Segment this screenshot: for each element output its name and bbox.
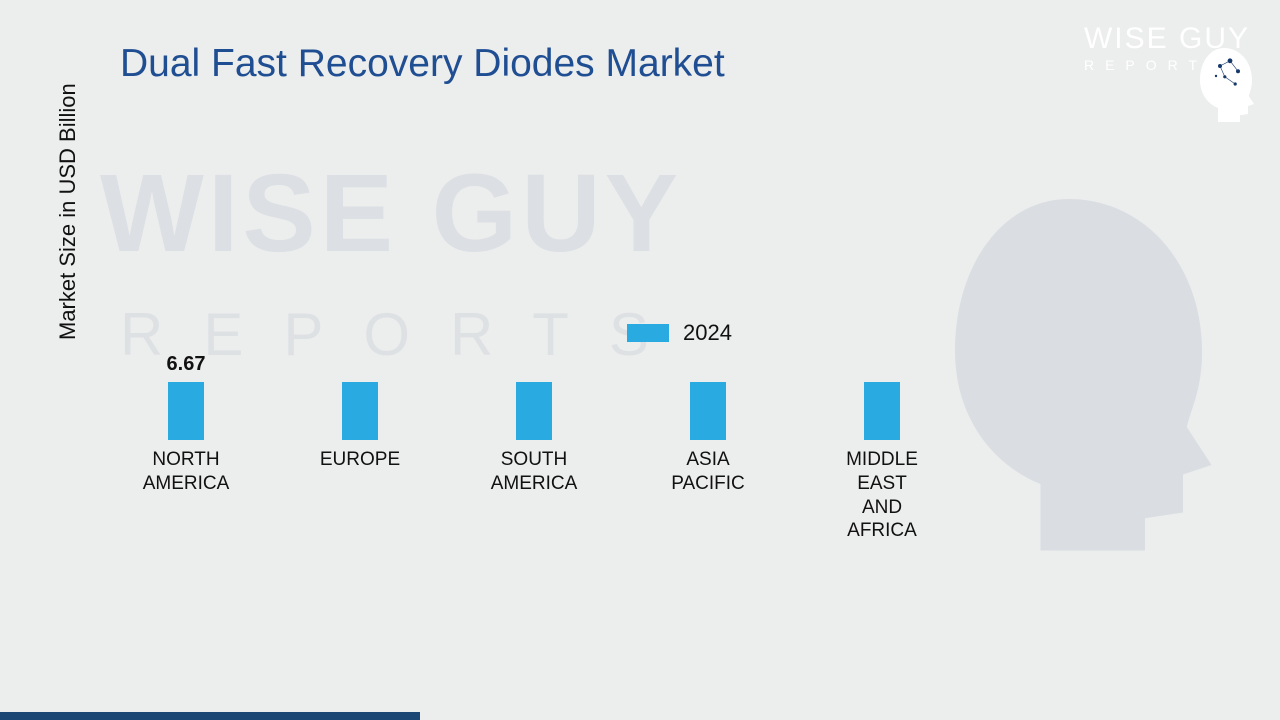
bar-rect — [168, 382, 204, 440]
bar-value: 6.67 — [167, 353, 206, 376]
bar-category-label: ASIAPACIFIC — [638, 448, 778, 496]
bar-rect — [690, 382, 726, 440]
bar-rect — [342, 382, 378, 440]
chart-canvas: WISE GUY REPORTS WISE GUY REPORTS Dual F… — [0, 0, 1280, 720]
bar: 6.67NORTHAMERICA — [168, 382, 204, 440]
y-axis-label: Market Size in USD Billion — [55, 83, 81, 340]
bar: ASIAPACIFIC — [690, 382, 726, 440]
bar-category-label: EUROPE — [290, 448, 430, 472]
bar-category-label: NORTHAMERICA — [116, 448, 256, 496]
chart-title: Dual Fast Recovery Diodes Market — [120, 42, 725, 86]
logo-head-icon — [1180, 44, 1260, 124]
brand-logo: WISE GUY REPORTS — [1084, 24, 1250, 72]
bar: EUROPE — [342, 382, 378, 440]
bar-category-label: MIDDLEEASTANDAFRICA — [812, 448, 952, 543]
bar-rect — [516, 382, 552, 440]
bar-rect — [864, 382, 900, 440]
bar-category-label: SOUTHAMERICA — [464, 448, 604, 496]
bottom-accent-bar — [0, 712, 420, 720]
bar: SOUTHAMERICA — [516, 382, 552, 440]
bar: MIDDLEEASTANDAFRICA — [864, 382, 900, 440]
chart-plot-area: 6.67NORTHAMERICAEUROPESOUTHAMERICAASIAPA… — [100, 130, 1020, 570]
